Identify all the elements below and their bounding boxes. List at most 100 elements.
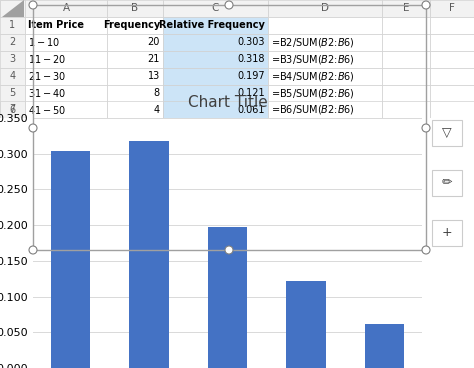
Bar	[382, 17, 430, 34]
Bar	[25, 34, 107, 51]
Text: 21: 21	[147, 54, 160, 64]
Circle shape	[422, 1, 430, 9]
Bar	[268, 101, 382, 118]
Text: 5: 5	[9, 88, 16, 98]
Text: Relative Frequency: Relative Frequency	[159, 21, 265, 31]
Text: 0.303: 0.303	[237, 38, 265, 47]
Circle shape	[29, 1, 37, 9]
Bar	[107, 0, 163, 17]
Bar	[25, 101, 107, 118]
Bar	[430, 17, 474, 34]
Bar	[33, 5, 426, 250]
Bar	[107, 101, 163, 118]
Bar	[382, 51, 430, 68]
Bar	[268, 102, 382, 118]
Bar	[432, 170, 462, 196]
Circle shape	[422, 124, 430, 132]
Bar	[430, 34, 474, 51]
Bar	[432, 120, 462, 146]
Bar	[208, 227, 247, 368]
Bar	[163, 34, 268, 51]
Bar	[286, 282, 326, 368]
Bar	[107, 68, 163, 85]
Bar	[382, 85, 430, 102]
Text: B: B	[131, 3, 138, 14]
Text: ✏: ✏	[442, 177, 452, 190]
Bar	[268, 68, 382, 85]
Circle shape	[225, 246, 233, 254]
Text: $11 - $20: $11 - $20	[28, 53, 66, 66]
Circle shape	[29, 246, 37, 254]
Bar	[0, 34, 25, 51]
Text: 2: 2	[9, 38, 16, 47]
Bar	[107, 17, 163, 34]
Text: Frequency: Frequency	[103, 21, 160, 31]
Bar	[268, 34, 382, 51]
Text: =B4/SUM($B$2:$B$6): =B4/SUM($B$2:$B$6)	[271, 70, 355, 83]
Bar	[25, 51, 107, 68]
Bar	[268, 17, 382, 34]
Bar	[163, 0, 268, 17]
Bar	[0, 0, 25, 17]
Bar	[107, 102, 163, 118]
Bar	[107, 51, 163, 68]
Bar	[0, 101, 25, 118]
Text: 0.061: 0.061	[237, 105, 265, 115]
Bar	[268, 85, 382, 102]
Bar	[25, 68, 107, 85]
Text: 4: 4	[154, 105, 160, 115]
Polygon shape	[2, 0, 24, 17]
Bar	[107, 85, 163, 102]
Text: D: D	[321, 3, 329, 14]
Text: $41 - $50: $41 - $50	[28, 104, 66, 116]
Text: C: C	[212, 3, 219, 14]
Bar	[430, 0, 474, 17]
Bar	[430, 101, 474, 118]
Bar	[382, 68, 430, 85]
Text: $21 - $30: $21 - $30	[28, 70, 66, 82]
Text: 6: 6	[9, 105, 16, 115]
Bar	[25, 17, 107, 34]
Text: 13: 13	[148, 71, 160, 81]
Text: 1: 1	[9, 21, 16, 31]
Bar	[432, 220, 462, 246]
Text: 7: 7	[9, 104, 16, 114]
Text: =B5/SUM($B$2:$B$6): =B5/SUM($B$2:$B$6)	[271, 87, 355, 100]
Bar	[0, 85, 25, 102]
Bar	[25, 85, 107, 102]
Text: ▽: ▽	[442, 127, 452, 139]
Bar	[430, 51, 474, 68]
Bar	[25, 102, 107, 118]
Text: 3: 3	[9, 54, 16, 64]
Text: $1 - $10: $1 - $10	[28, 36, 60, 49]
Bar	[25, 0, 107, 17]
Bar	[0, 0, 25, 17]
Bar	[0, 51, 25, 68]
Bar	[163, 68, 268, 85]
Bar	[163, 101, 268, 118]
Bar	[382, 101, 430, 118]
Bar	[382, 34, 430, 51]
Bar	[129, 141, 169, 368]
Bar	[0, 102, 25, 118]
Bar	[107, 34, 163, 51]
Bar	[0, 17, 25, 34]
Bar	[163, 85, 268, 102]
Bar	[430, 68, 474, 85]
Bar	[163, 51, 268, 68]
Bar	[365, 324, 404, 368]
Bar	[268, 0, 382, 17]
Bar	[382, 0, 430, 17]
Text: =B6/SUM($B$2:$B$6): =B6/SUM($B$2:$B$6)	[271, 103, 355, 116]
Bar	[382, 102, 430, 118]
Text: $31 - $40: $31 - $40	[28, 87, 66, 99]
Bar	[430, 85, 474, 102]
Text: +: +	[442, 226, 452, 240]
Text: 8: 8	[154, 88, 160, 98]
Text: 4: 4	[9, 71, 16, 81]
Text: E: E	[403, 3, 409, 14]
Circle shape	[422, 246, 430, 254]
Bar	[51, 151, 90, 368]
Title: Chart Title: Chart Title	[188, 95, 267, 110]
Circle shape	[225, 1, 233, 9]
